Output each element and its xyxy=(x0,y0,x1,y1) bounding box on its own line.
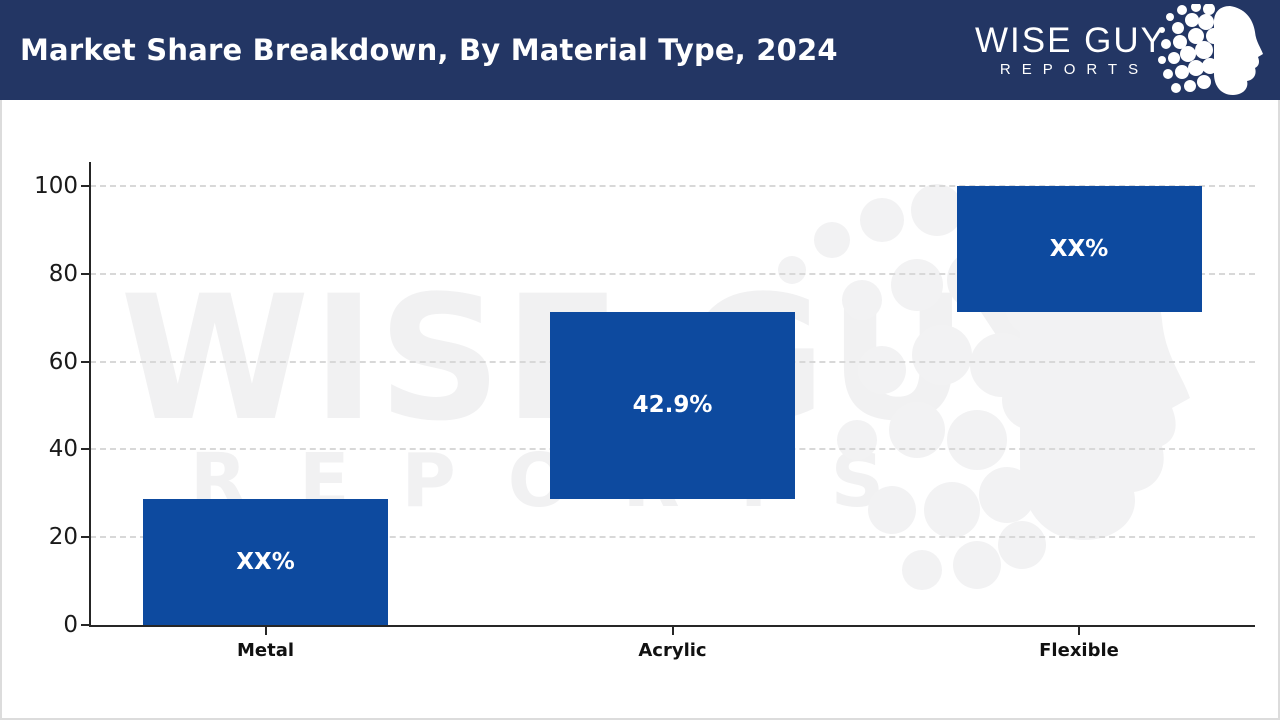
y-axis-line xyxy=(89,162,91,627)
category-label-metal: Metal xyxy=(236,640,295,661)
y-tick-label-80: 80 xyxy=(48,260,78,287)
brand-logo-text: WISE GUY REPORTS xyxy=(975,23,1166,77)
bar-value-label-metal: XX% xyxy=(236,549,295,576)
header-bar: Market Share Breakdown, By Material Type… xyxy=(0,0,1280,100)
category-label-acrylic: Acrylic xyxy=(638,640,707,661)
bar-flexible: XX% xyxy=(956,186,1202,312)
y-tick-100 xyxy=(81,185,90,187)
y-tick-20 xyxy=(81,536,90,539)
gridline-100 xyxy=(90,185,1255,187)
gridline-80 xyxy=(90,272,1255,275)
y-tick-label-40: 40 xyxy=(48,436,78,463)
brand-face-icon xyxy=(1158,4,1263,95)
chart-area: WISE GUY REPORTS 020406080100XX%Metal42.… xyxy=(0,100,1280,720)
y-tick-40 xyxy=(81,448,90,451)
brand-subname: REPORTS xyxy=(999,61,1150,78)
brand-logo: WISE GUY REPORTS xyxy=(975,4,1264,96)
x-tick-acrylic xyxy=(671,627,674,635)
y-tick-0 xyxy=(81,624,90,626)
y-tick-label-100: 100 xyxy=(34,173,78,199)
bar-value-label-flexible: XX% xyxy=(1049,235,1109,262)
y-tick-label-60: 60 xyxy=(48,348,78,375)
bar-value-label-acrylic: 42.9% xyxy=(632,392,713,419)
bar-acrylic: 42.9% xyxy=(550,311,795,500)
x-tick-flexible xyxy=(1078,627,1080,635)
bar-metal: XX% xyxy=(143,499,388,625)
y-tick-label-20: 20 xyxy=(48,524,78,551)
page-title: Market Share Breakdown, By Material Type… xyxy=(20,33,838,67)
brand-name: WISE GUY xyxy=(974,21,1166,60)
x-tick-metal xyxy=(264,627,267,635)
y-tick-80 xyxy=(81,272,90,275)
x-axis-line xyxy=(89,625,1255,627)
category-label-flexible: Flexible xyxy=(1039,640,1119,661)
gridline-20 xyxy=(90,536,1255,539)
y-tick-label-0: 0 xyxy=(63,612,78,638)
y-tick-60 xyxy=(81,360,90,363)
